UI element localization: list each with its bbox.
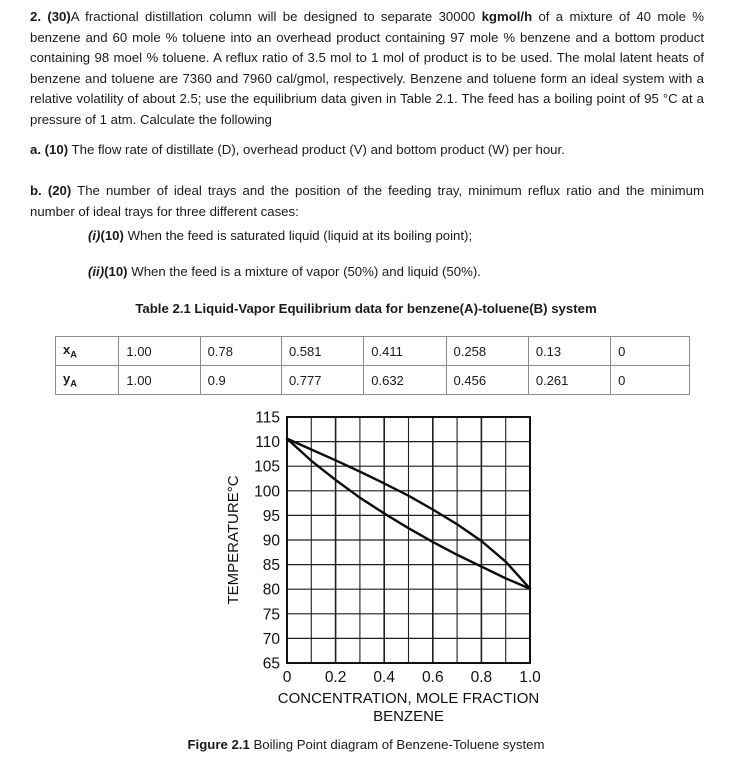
y-axis-tick-label: 75 xyxy=(263,606,280,623)
y-axis-tick-label: 110 xyxy=(255,434,280,451)
sub-item-i: (i)(10) When the feed is saturated liqui… xyxy=(88,226,704,247)
part-a-label: a. (10) xyxy=(30,142,69,157)
x-axis-tick-label: 0.2 xyxy=(325,669,347,686)
cell-ya-3: 0.632 xyxy=(363,365,447,395)
cell-ya-0: 1.00 xyxy=(118,365,201,395)
question-body-part1: A fractional distillation column will be… xyxy=(70,9,482,24)
question-paragraph: 2. (30)A fractional distillation column … xyxy=(30,7,704,130)
row-header-xa-sub: A xyxy=(70,349,77,360)
table-row: yA 1.00 0.9 0.777 0.632 0.456 0.261 0 xyxy=(54,365,690,395)
y-axis-tick-label: 65 xyxy=(263,656,280,673)
cell-xa-4: 0.258 xyxy=(445,336,529,366)
sub-item-i-roman: (i) xyxy=(88,228,101,243)
cell-xa-0: 1.00 xyxy=(118,336,201,366)
sub-item-ii-points: (10) xyxy=(104,264,128,279)
part-b-text: The number of ideal trays and the positi… xyxy=(30,183,704,219)
cell-ya-4: 0.456 xyxy=(445,365,529,395)
table-title: Table 2.1 Liquid-Vapor Equilibrium data … xyxy=(135,301,597,316)
sub-item-i-points: (10) xyxy=(100,228,124,243)
row-header-ya-main: y xyxy=(63,371,71,387)
y-axis-tick-label: 90 xyxy=(263,533,281,550)
part-a-text: The flow rate of distillate (D), overhea… xyxy=(68,142,565,157)
sub-item-ii-text: When the feed is a mixture of vapor (50%… xyxy=(127,264,481,279)
part-b-paragraph: b. (20) The number of ideal trays and th… xyxy=(30,181,704,222)
chart-series-2 xyxy=(285,437,532,590)
row-header-xa-main: x xyxy=(63,342,71,358)
cell-ya-2: 0.777 xyxy=(280,365,365,395)
y-axis-title: TEMPERATURE°C xyxy=(225,475,242,604)
x-axis-tick-label: 0.8 xyxy=(471,669,493,686)
sub-item-ii: (ii)(10) When the feed is a mixture of v… xyxy=(88,262,704,283)
sub-item-ii-roman: (ii) xyxy=(88,264,105,279)
y-axis-tick-label: 85 xyxy=(263,557,280,574)
y-axis-tick-label: 105 xyxy=(254,459,280,476)
x-axis-tick-label: 0.4 xyxy=(373,669,395,686)
x-axis-tick-label: 0 xyxy=(283,669,292,686)
row-header-ya-sub: A xyxy=(70,378,77,389)
question-body-part2: of a mixture of 40 mole % benzene and 60… xyxy=(30,9,704,127)
cell-xa-1: 0.78 xyxy=(199,336,282,366)
cell-xa-3: 0.411 xyxy=(363,336,447,366)
equilibrium-data-table: xA 1.00 0.78 0.581 0.411 0.258 0.13 0 yA… xyxy=(54,336,690,395)
cell-xa-2: 0.581 xyxy=(280,336,365,366)
figure-caption: Figure 2.1 Boiling Point diagram of Benz… xyxy=(0,737,732,752)
x-axis-title: CONCENTRATION, MOLE FRACTION xyxy=(278,690,539,707)
cell-ya-1: 0.9 xyxy=(199,365,282,395)
part-a-paragraph: a. (10) The flow rate of distillate (D),… xyxy=(30,140,704,161)
chart-series-1 xyxy=(285,437,532,590)
cell-xa-6: 0 xyxy=(610,336,690,366)
y-axis-tick-label: 95 xyxy=(263,508,280,525)
cell-ya-6: 0 xyxy=(610,365,690,395)
table-row: xA 1.00 0.78 0.581 0.411 0.258 0.13 0 xyxy=(54,336,690,366)
boiling-point-chart: 65 70 75 80 85 90 95 100 105 110 115 0 0.2 0.4 0.6 0.8 1… xyxy=(212,404,552,729)
figure-caption-rest: Boiling Point diagram of Benzene-Toluene… xyxy=(249,737,545,752)
figure-caption-lead: Figure 2.1 xyxy=(187,737,250,752)
x-axis-tick-label: 1.0 xyxy=(519,669,541,686)
y-axis-tick-label: 100 xyxy=(254,483,280,500)
part-b-label: b. (20) xyxy=(30,183,72,198)
chart-plot-frame xyxy=(286,416,531,664)
cell-ya-5: 0.261 xyxy=(527,365,612,395)
cell-xa-5: 0.13 xyxy=(527,336,612,366)
y-axis-tick-label: 80 xyxy=(263,582,281,599)
question-body-unit: kgmol/h xyxy=(481,9,533,24)
row-header-ya: yA xyxy=(54,365,120,395)
chart-svg: 65 70 75 80 85 90 95 100 105 110 115 0 0.2 0.4 0.6 0.8 1… xyxy=(225,410,541,726)
row-header-xa: xA xyxy=(54,336,120,366)
sub-item-i-text: When the feed is saturated liquid (liqui… xyxy=(123,228,473,243)
y-axis-tick-label: 115 xyxy=(255,410,280,427)
x-axis-tick-label: 0.6 xyxy=(422,669,444,686)
x-axis-title-line2: BENZENE xyxy=(373,708,444,725)
y-axis-tick-label: 70 xyxy=(263,631,281,648)
question-number: 2. (30) xyxy=(30,9,71,24)
